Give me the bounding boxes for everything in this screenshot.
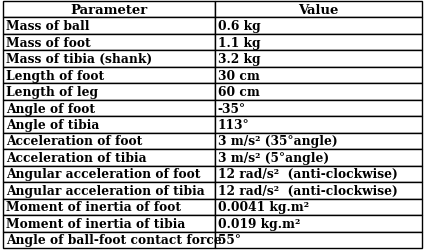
Text: Angle of foot: Angle of foot (6, 102, 96, 115)
Bar (3, 51, 215, 68)
Text: Moment of inertia of foot: Moment of inertia of foot (6, 200, 181, 213)
Text: Moment of inertia of tibia: Moment of inertia of tibia (6, 217, 186, 230)
Bar (215, 199, 422, 215)
Text: 0.0041 kg.m²: 0.0041 kg.m² (218, 200, 309, 213)
Bar (215, 100, 422, 117)
Bar (3, 68, 215, 84)
Text: Mass of tibia (shank): Mass of tibia (shank) (6, 53, 153, 66)
Bar (3, 18, 215, 35)
Bar (215, 166, 422, 182)
Text: 55°: 55° (218, 233, 241, 246)
Bar (3, 232, 215, 248)
Bar (3, 182, 215, 199)
Text: 113°: 113° (218, 118, 249, 132)
Text: Parameter: Parameter (71, 4, 147, 17)
Bar (215, 150, 422, 166)
Text: 30 cm: 30 cm (218, 69, 259, 82)
Bar (3, 35, 215, 51)
Text: -35°: -35° (218, 102, 246, 115)
Bar (215, 35, 422, 51)
Text: Angle of tibia: Angle of tibia (6, 118, 100, 132)
Text: 60 cm: 60 cm (218, 86, 259, 99)
Bar (215, 133, 422, 150)
Text: Angular acceleration of tibia: Angular acceleration of tibia (6, 184, 205, 197)
Bar (215, 51, 422, 68)
Bar (3, 150, 215, 166)
Text: Acceleration of tibia: Acceleration of tibia (6, 151, 147, 164)
Bar (215, 84, 422, 100)
Bar (215, 68, 422, 84)
Bar (215, 232, 422, 248)
Bar (3, 2, 215, 18)
Bar (3, 133, 215, 150)
Bar (215, 18, 422, 35)
Text: Length of foot: Length of foot (6, 69, 105, 82)
Text: Angle of ball-foot contact force: Angle of ball-foot contact force (6, 233, 222, 246)
Text: Angular acceleration of foot: Angular acceleration of foot (6, 168, 201, 181)
Bar (3, 117, 215, 133)
Text: 12 rad/s²  (anti-clockwise): 12 rad/s² (anti-clockwise) (218, 184, 397, 197)
Text: Length of leg: Length of leg (6, 86, 99, 99)
Bar (215, 182, 422, 199)
Bar (3, 215, 215, 232)
Bar (215, 215, 422, 232)
Text: 3 m/s² (5°angle): 3 m/s² (5°angle) (218, 151, 329, 164)
Bar (3, 100, 215, 117)
Bar (3, 166, 215, 182)
Text: 3.2 kg: 3.2 kg (218, 53, 260, 66)
Bar (215, 117, 422, 133)
Bar (215, 2, 422, 18)
Bar (3, 84, 215, 100)
Text: 12 rad/s²  (anti-clockwise): 12 rad/s² (anti-clockwise) (218, 168, 397, 181)
Text: 0.6 kg: 0.6 kg (218, 20, 261, 33)
Text: 3 m/s² (35°angle): 3 m/s² (35°angle) (218, 135, 337, 148)
Text: Mass of foot: Mass of foot (6, 36, 91, 50)
Text: 0.019 kg.m²: 0.019 kg.m² (218, 217, 300, 230)
Bar (3, 199, 215, 215)
Text: Value: Value (298, 4, 338, 17)
Text: 1.1 kg: 1.1 kg (218, 36, 260, 50)
Text: Mass of ball: Mass of ball (6, 20, 90, 33)
Text: Acceleration of foot: Acceleration of foot (6, 135, 143, 148)
